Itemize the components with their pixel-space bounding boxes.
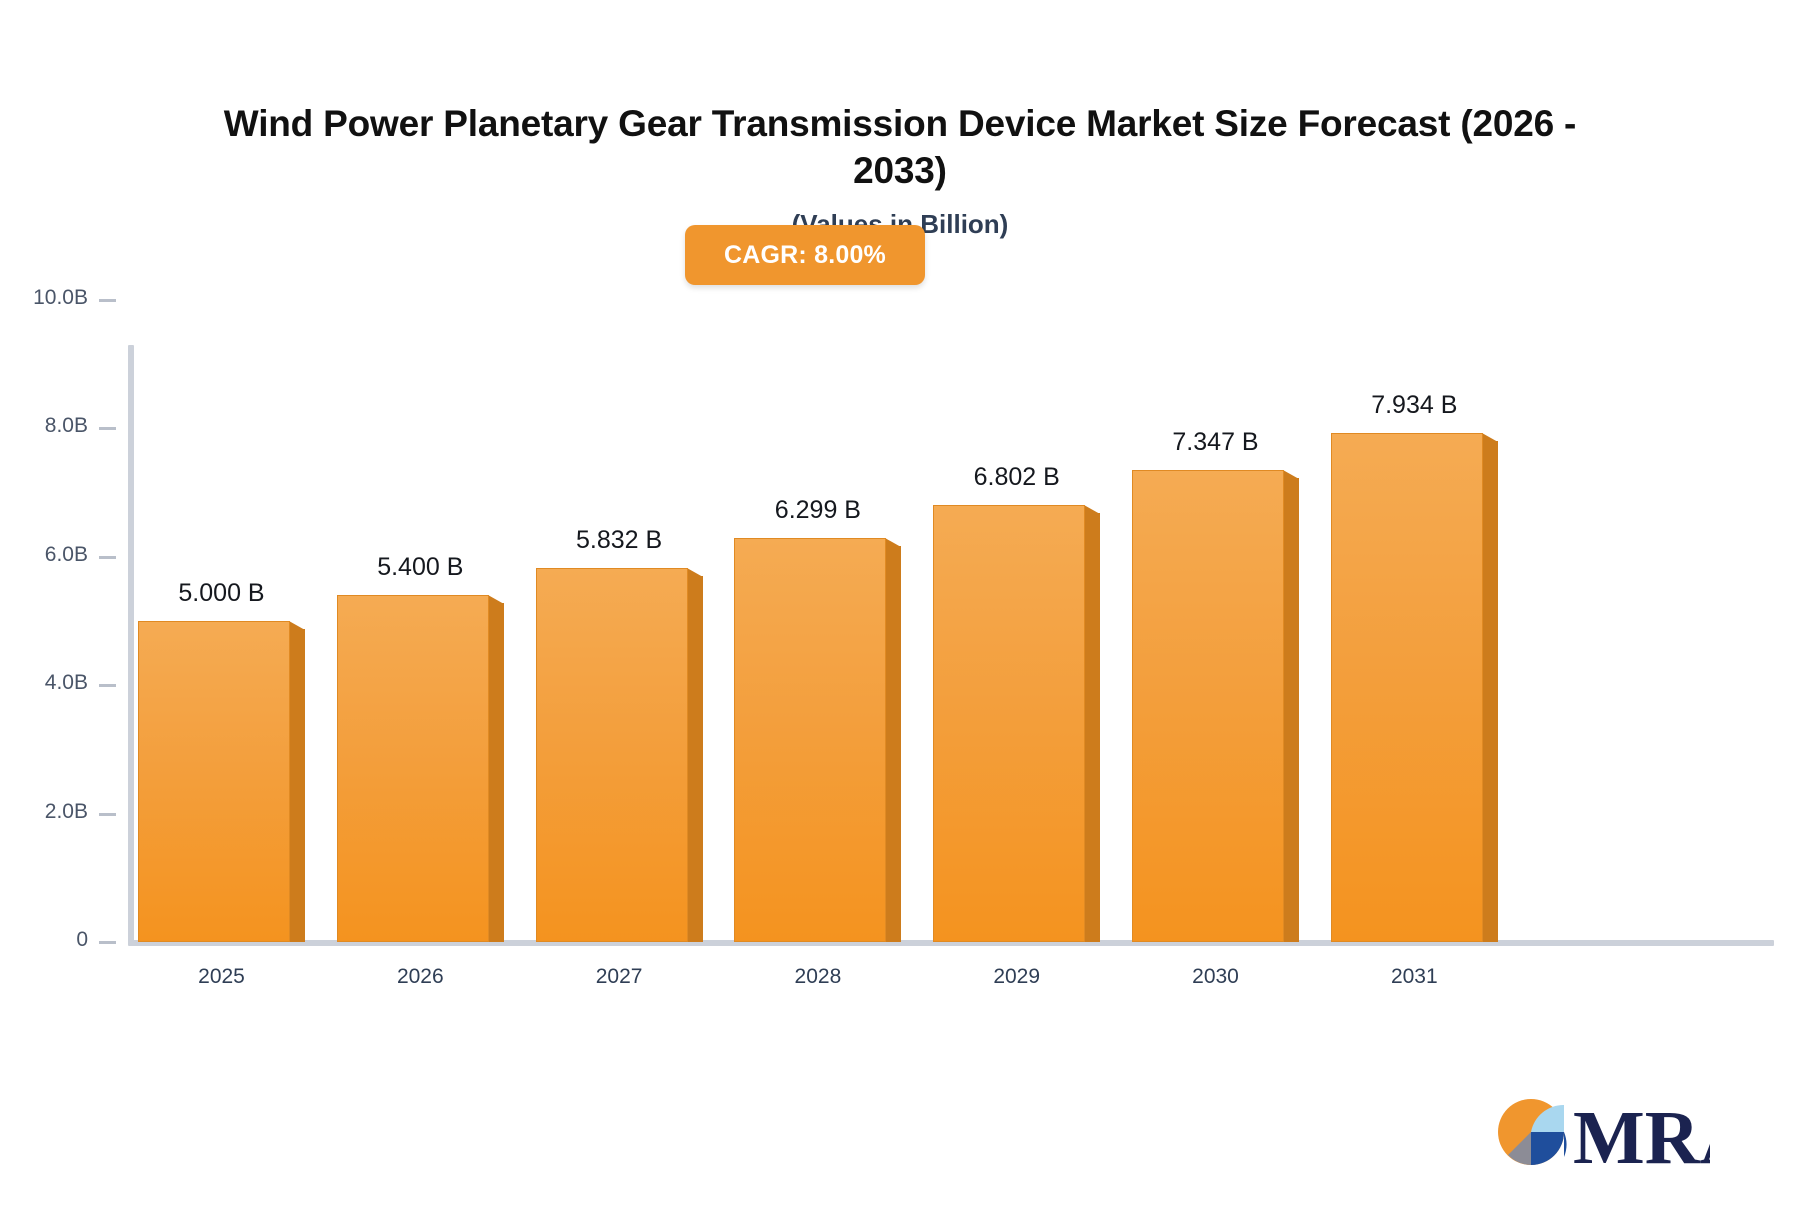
bar-top-bevel: [1084, 505, 1101, 515]
bar-value-label: 5.400 B: [377, 553, 464, 582]
y-tick-dash: [99, 941, 116, 944]
bar-value-label: 5.000 B: [178, 579, 265, 607]
bar-front-face: [336, 595, 489, 942]
bar-side-face: [290, 629, 305, 942]
x-tick-label: 2026: [396, 965, 444, 988]
bar-column[interactable]: [1330, 432, 1498, 942]
bar-front-face: [734, 537, 887, 942]
bar-column[interactable]: [535, 567, 703, 942]
y-tick-label: 2.0B: [44, 799, 88, 823]
x-axis-line: [128, 940, 1774, 946]
bar-value-label: 5.832 B: [576, 525, 663, 554]
bar-side-face: [886, 545, 902, 942]
bar-front-face: [1330, 432, 1483, 942]
bar-top-bevel: [1481, 432, 1498, 442]
chart-header: Wind Power Planetary Gear Transmission D…: [0, 0, 1800, 240]
y-tick-dash: [99, 427, 116, 431]
y-tick-label: 10.0B: [33, 286, 88, 309]
bar-column[interactable]: [933, 505, 1101, 942]
pie-chart-icon: [1498, 1099, 1567, 1165]
bar-side-face: [1482, 440, 1498, 942]
bar-top-bevel: [487, 595, 504, 605]
y-tick-dash: [99, 555, 116, 559]
bar-front-face: [933, 505, 1086, 942]
bar-side-face: [1085, 513, 1101, 942]
bar-column[interactable]: [1132, 470, 1299, 942]
y-axis-line: [128, 345, 134, 945]
bar-value-label: 6.802 B: [973, 463, 1060, 492]
x-tick-label: 2029: [993, 965, 1041, 988]
page-title: Wind Power Planetary Gear Transmission D…: [223, 103, 1577, 192]
bar-value-label: 7.347 B: [1172, 428, 1259, 457]
y-tick-label: 8.0B: [44, 414, 88, 438]
x-tick-label: 2025: [198, 965, 245, 988]
y-tick-label: 0: [76, 928, 88, 951]
bar-top-bevel: [289, 621, 305, 630]
mra-logo: MRA: [1495, 1085, 1755, 1180]
cagr-badge-label: CAGR: 8.00%: [724, 240, 886, 269]
y-tick-dash: [99, 684, 116, 688]
bar-top-bevel: [1283, 470, 1299, 480]
bar-value-label: 7.934 B: [1371, 390, 1458, 419]
y-tick-label: 6.0B: [44, 542, 88, 566]
y-tick-label: 4.0B: [44, 671, 88, 695]
cagr-badge: CAGR: 8.00%: [685, 225, 925, 285]
x-tick-label: 2028: [794, 965, 842, 988]
y-tick-dash: [99, 812, 116, 816]
x-tick-label: 2027: [595, 965, 643, 988]
x-tick-label: 2030: [1192, 965, 1239, 988]
bar-front-face: [138, 621, 290, 942]
x-tick-label: 2031: [1390, 965, 1438, 988]
mra-logo-svg: MRA: [1498, 1096, 1755, 1180]
bar-front-face: [1132, 470, 1284, 942]
bar-top-bevel: [885, 537, 902, 547]
bar-column[interactable]: [138, 621, 305, 942]
bar-side-face: [1284, 478, 1299, 942]
bar-side-face: [687, 575, 703, 942]
y-tick-dash: [99, 299, 116, 302]
mra-logo-text: MRA: [1573, 1096, 1710, 1180]
bar-column[interactable]: [336, 595, 504, 942]
bar-value-label: 6.299 B: [774, 495, 861, 524]
bar-side-face: [488, 603, 504, 942]
bar-top-bevel: [686, 567, 703, 577]
bar-front-face: [535, 567, 688, 942]
bar-column[interactable]: [734, 537, 902, 942]
